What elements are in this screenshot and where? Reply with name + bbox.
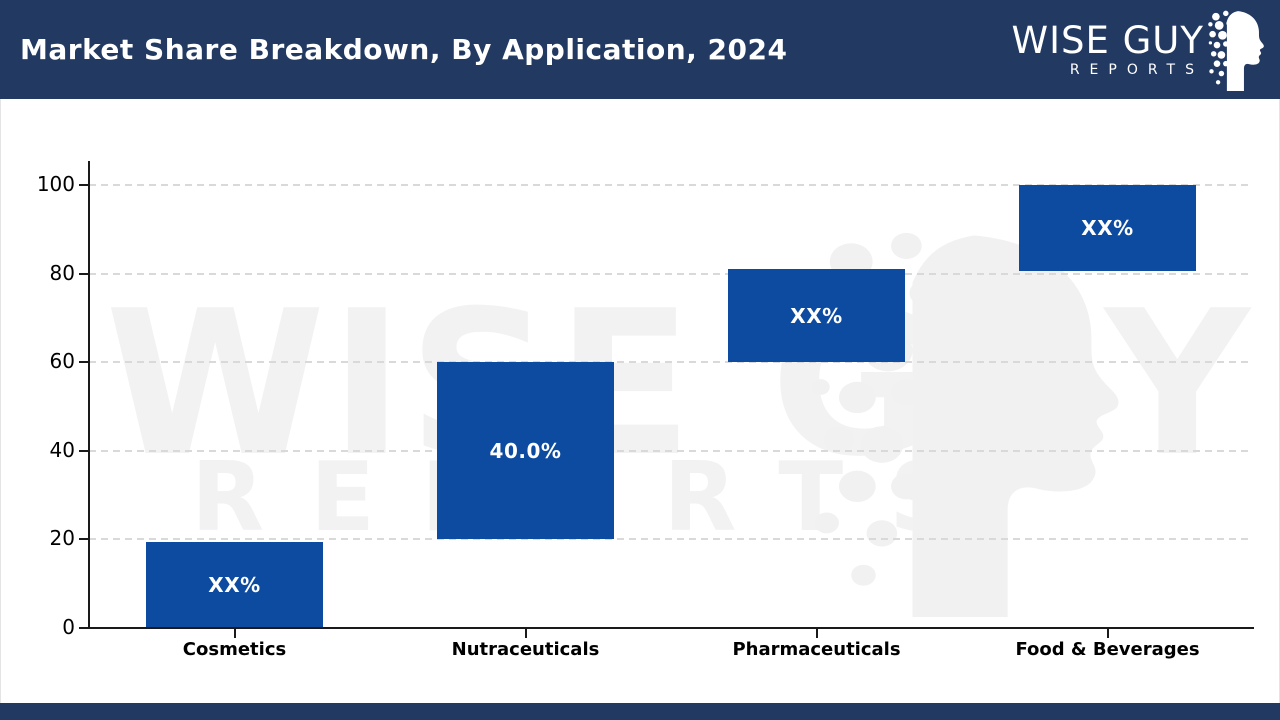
page-title: Market Share Breakdown, By Application, …	[20, 33, 788, 66]
y-tick-mark	[79, 627, 89, 629]
x-axis-category-label: Pharmaceuticals	[732, 639, 901, 660]
y-gridline	[89, 449, 1253, 452]
y-tick-mark	[79, 361, 89, 364]
wise-guy-reports-logo: WISE GUY REPORTS	[1012, 8, 1272, 92]
logo-text: WISE GUY REPORTS	[1011, 19, 1204, 78]
bar-value-label: XX%	[208, 572, 261, 597]
chart-area: WISE GUY REPORTS 020406080100XX%Cosmetic…	[0, 99, 1280, 703]
logo-wordmark: WISE GUY	[1011, 19, 1204, 63]
y-gridline	[89, 361, 1253, 364]
y-tick-label: 40	[49, 437, 75, 462]
bar-value-label: 40.0%	[489, 438, 562, 463]
bar-food-beverages: XX%	[1019, 185, 1196, 272]
y-tick-label: 20	[49, 526, 75, 551]
x-tick-mark	[233, 629, 236, 638]
footer-bar	[0, 703, 1280, 720]
y-gridline	[89, 272, 1253, 275]
logo-head-icon	[1208, 10, 1264, 91]
bar-value-label: XX%	[790, 303, 843, 328]
y-tick-mark	[79, 449, 89, 452]
x-tick-mark	[815, 629, 818, 638]
y-tick-label: 60	[49, 349, 75, 374]
watermark-wordmark: WISE GUY	[105, 268, 1254, 501]
bar-cosmetics: XX%	[146, 541, 323, 628]
y-gridline	[89, 184, 1253, 186]
y-tick-mark	[79, 538, 89, 541]
y-tick-mark	[79, 184, 89, 186]
bar-value-label: XX%	[1081, 216, 1134, 241]
y-gridline	[89, 538, 1253, 541]
y-tick-label: 0	[62, 615, 75, 639]
y-tick-mark	[79, 272, 89, 275]
x-axis-category-label: Nutraceuticals	[451, 639, 600, 660]
y-tick-label: 80	[49, 260, 75, 285]
x-tick-mark	[524, 629, 527, 638]
header-bar: Market Share Breakdown, By Application, …	[0, 0, 1280, 99]
bar-nutraceuticals: 40.0%	[437, 362, 614, 540]
x-axis-category-label: Cosmetics	[182, 639, 287, 660]
logo-subtitle: REPORTS	[1069, 61, 1204, 78]
x-axis-category-label: Food & Beverages	[1015, 639, 1200, 660]
bar-pharmaceuticals: XX%	[728, 269, 905, 363]
x-tick-mark	[1106, 629, 1109, 638]
y-axis-line	[88, 161, 90, 629]
x-axis-line	[88, 627, 1254, 629]
y-tick-label: 100	[36, 172, 75, 196]
